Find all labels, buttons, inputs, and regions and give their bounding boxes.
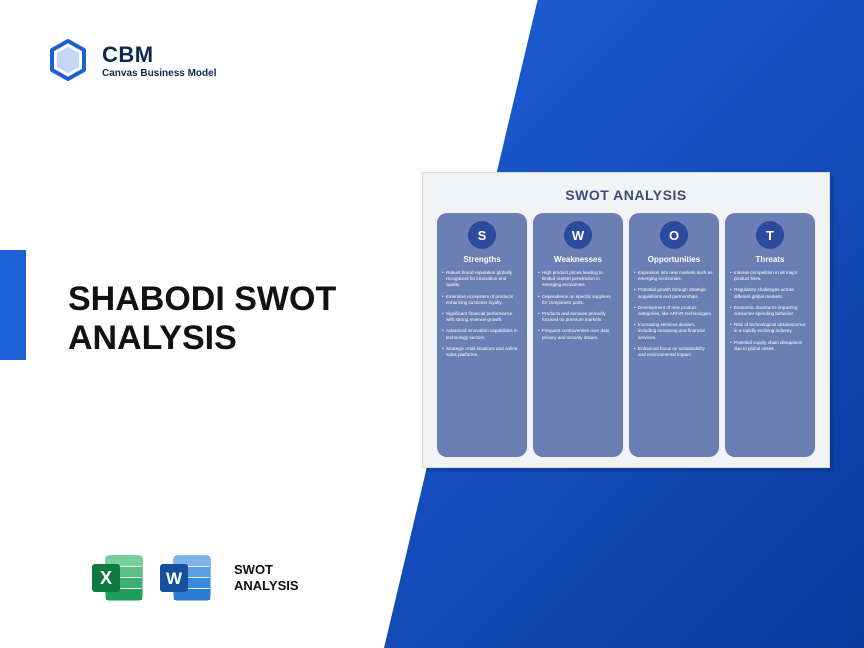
swot-column-heading: Strengths bbox=[463, 255, 500, 264]
swot-letter-circle: W bbox=[564, 221, 592, 249]
swot-item-list: Intense competition in all major product… bbox=[731, 270, 809, 357]
swot-item: Economic downturns impacting consumer sp… bbox=[731, 305, 809, 317]
swot-item: Dependence on specific suppliers for com… bbox=[539, 294, 617, 306]
swot-item: Advanced innovation capabilities in tech… bbox=[443, 328, 521, 340]
swot-grid: S Strengths Robust brand reputation global… bbox=[437, 213, 815, 457]
swot-item: Intense competition in all major product… bbox=[731, 270, 809, 282]
swot-item: Frequent controversies over data privacy… bbox=[539, 328, 617, 340]
file-label: SWOT ANALYSIS bbox=[234, 562, 299, 593]
swot-item: Products and services primarily focused … bbox=[539, 311, 617, 323]
swot-panel: SWOT ANALYSIS S Strengths Robust brand rep… bbox=[422, 172, 830, 468]
swot-item-list: Expansion into new markets such as emerg… bbox=[635, 270, 713, 363]
swot-item: Significant financial performance with s… bbox=[443, 311, 521, 323]
swot-item: Increasing services division, including … bbox=[635, 322, 713, 341]
swot-column: W Weaknesses High product prices leading t… bbox=[533, 213, 623, 457]
swot-item: Regulatory challenges across different g… bbox=[731, 287, 809, 299]
svg-text:X: X bbox=[100, 568, 112, 588]
swot-item: Extensive ecosystem of products enhancin… bbox=[443, 294, 521, 306]
swot-column-heading: Threats bbox=[756, 255, 785, 264]
swot-item: Risk of technological obsolescence in a … bbox=[731, 322, 809, 334]
swot-item: High product prices leading to limited m… bbox=[539, 270, 617, 289]
swot-column: S Strengths Robust brand reputation global… bbox=[437, 213, 527, 457]
swot-letter-circle: T bbox=[756, 221, 784, 249]
swot-item-list: Robust brand reputation globally recogni… bbox=[443, 270, 521, 363]
swot-item: Potential growth through strategic acqui… bbox=[635, 287, 713, 299]
swot-item: Enhanced focus on sustainability and env… bbox=[635, 346, 713, 358]
file-label-line1: SWOT bbox=[234, 562, 299, 578]
brand-logo-icon bbox=[46, 38, 90, 82]
swot-item: Strategic retail locations and online sa… bbox=[443, 346, 521, 358]
swot-item: Expansion into new markets such as emerg… bbox=[635, 270, 713, 282]
brand-name: CBM bbox=[102, 42, 216, 68]
swot-item: Robust brand reputation globally recogni… bbox=[443, 270, 521, 289]
file-label-line2: ANALYSIS bbox=[234, 578, 299, 594]
swot-panel-title: SWOT ANALYSIS bbox=[437, 187, 815, 203]
swot-column-heading: Opportunities bbox=[648, 255, 700, 264]
word-icon: W bbox=[158, 550, 214, 606]
swot-item: Development of new product categories, l… bbox=[635, 305, 713, 317]
excel-icon: X bbox=[90, 550, 146, 606]
file-icons-row: X W SWOT ANALYSIS bbox=[90, 550, 299, 606]
swot-column: O Opportunities Expansion into new markets… bbox=[629, 213, 719, 457]
swot-item-list: High product prices leading to limited m… bbox=[539, 270, 617, 346]
swot-letter-circle: S bbox=[468, 221, 496, 249]
page-title: SHABODI SWOT ANALYSIS bbox=[68, 280, 428, 358]
brand-logo-block: CBM Canvas Business Model bbox=[46, 38, 216, 82]
swot-letter-circle: O bbox=[660, 221, 688, 249]
left-accent-bar bbox=[0, 250, 26, 360]
swot-item: Potential supply chain disruptions due t… bbox=[731, 340, 809, 352]
brand-subtitle: Canvas Business Model bbox=[102, 68, 216, 79]
swot-column: T Threats Intense competition in all major… bbox=[725, 213, 815, 457]
svg-text:W: W bbox=[166, 569, 183, 588]
swot-column-heading: Weaknesses bbox=[554, 255, 602, 264]
